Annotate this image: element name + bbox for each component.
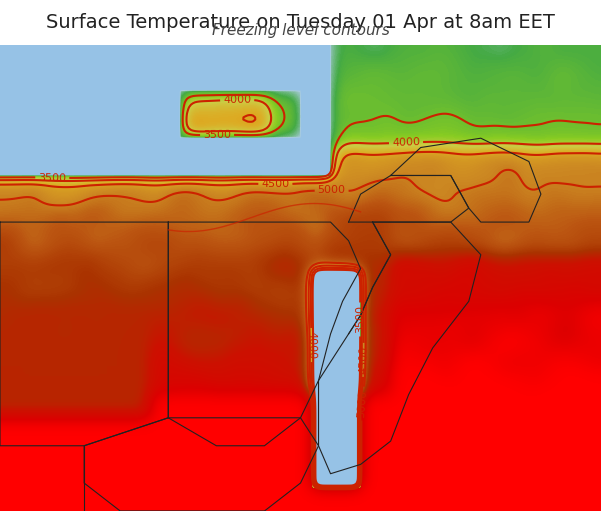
Text: 5000: 5000 <box>356 389 368 418</box>
Text: 3500: 3500 <box>38 173 66 183</box>
Text: 4000: 4000 <box>223 95 251 105</box>
Text: Freezing level contours: Freezing level contours <box>212 23 389 38</box>
Text: Surface Temperature on Tuesday 01 Apr at 8am EET: Surface Temperature on Tuesday 01 Apr at… <box>46 13 555 32</box>
Text: 5000: 5000 <box>318 185 346 195</box>
Text: 4500: 4500 <box>358 346 368 374</box>
Text: 4000: 4000 <box>307 331 317 359</box>
Text: 3500: 3500 <box>203 130 231 140</box>
Text: 4500: 4500 <box>261 179 290 189</box>
Text: 3500: 3500 <box>355 306 365 334</box>
Text: 4000: 4000 <box>392 137 420 148</box>
